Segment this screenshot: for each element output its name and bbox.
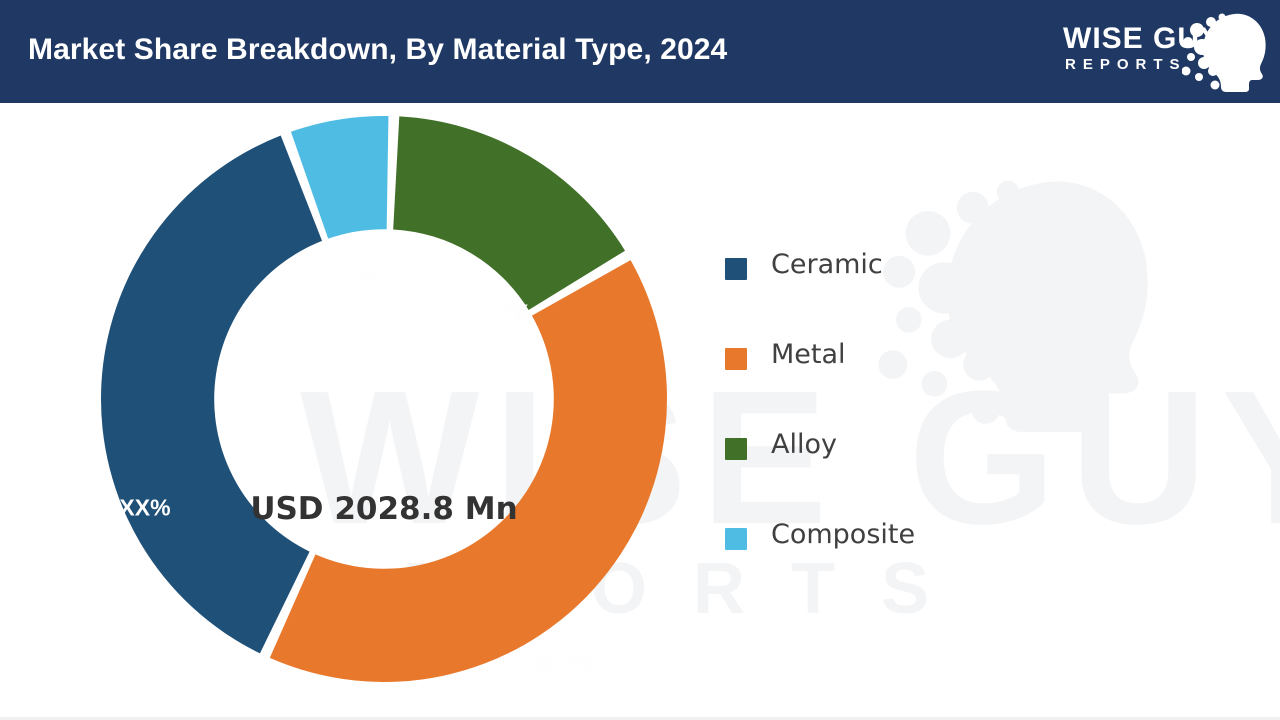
legend-label: Metal [771, 339, 846, 370]
legend-swatch-icon [725, 528, 747, 550]
legend-item-alloy[interactable]: Alloy [725, 429, 1045, 521]
slice-label-metal: 40.4% [529, 649, 595, 676]
legend-swatch-icon [725, 438, 747, 460]
slice-label-composite: XX% [327, 264, 379, 291]
bottom-divider [0, 717, 1280, 720]
brand-logo: WISE GUY REPORTS [1059, 8, 1274, 94]
logo-secondary-text: REPORTS [1065, 56, 1187, 73]
donut-slice-metal[interactable] [269, 260, 668, 683]
legend-label: Ceramic [771, 249, 883, 280]
donut-chart [95, 106, 675, 686]
donut-chart-svg [100, 116, 668, 683]
chart-area: WISE GUY REPORTS USD 2028.8 Mn Ceramic [0, 103, 1280, 720]
slice-label-ceramic: XX% [119, 494, 171, 521]
donut-slice-ceramic[interactable] [100, 135, 323, 654]
legend-label: Composite [771, 519, 916, 550]
legend-label: Alloy [771, 429, 837, 460]
legend-swatch-icon [725, 258, 747, 280]
legend-item-composite[interactable]: Composite [725, 519, 1045, 611]
donut-slice-composite[interactable] [290, 116, 389, 239]
legend-item-ceramic[interactable]: Ceramic [725, 249, 1045, 341]
chart-legend: Ceramic Metal Alloy Composite [725, 249, 1045, 611]
slice-label-alloy: XX% [480, 299, 532, 326]
wiseguy-head-logo-icon [1182, 13, 1266, 92]
legend-swatch-icon [725, 348, 747, 370]
legend-item-metal[interactable]: Metal [725, 339, 1045, 431]
page-header: Market Share Breakdown, By Material Type… [0, 0, 1280, 103]
donut-center-value: USD 2028.8 Mn [250, 491, 518, 527]
page-title: Market Share Breakdown, By Material Type… [28, 33, 728, 66]
donut-slice-alloy[interactable] [393, 116, 626, 311]
